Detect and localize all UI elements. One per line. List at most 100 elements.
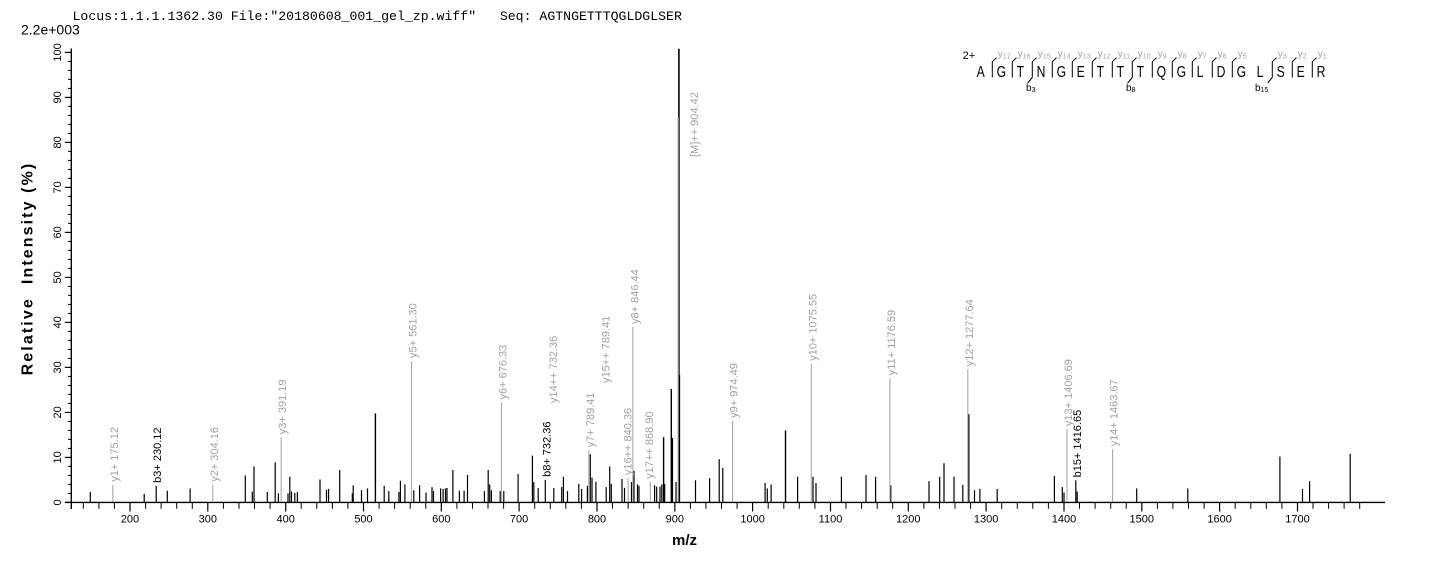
svg-text:E: E [1297, 64, 1305, 82]
svg-text:y10+ 1075.55: y10+ 1075.55 [807, 294, 819, 361]
svg-text:y12+ 1277.64: y12+ 1277.64 [964, 299, 976, 366]
svg-text:b: b [1255, 83, 1261, 94]
svg-text:6: 6 [1223, 54, 1227, 61]
svg-text:1100: 1100 [819, 514, 843, 526]
svg-text:Relative Intensity (%): Relative Intensity (%) [20, 162, 37, 376]
svg-text:y6+ 676.33: y6+ 676.33 [498, 345, 510, 400]
svg-text:b15+ 1416.65: b15+ 1416.65 [1072, 410, 1084, 478]
svg-text:y: y [1078, 49, 1083, 60]
svg-text:2.2e+003: 2.2e+003 [21, 22, 80, 38]
svg-text:900: 900 [666, 514, 684, 526]
svg-text:13: 13 [1083, 54, 1091, 61]
svg-text:G: G [997, 64, 1006, 82]
svg-text:y: y [1278, 49, 1283, 60]
svg-text:3: 3 [1283, 54, 1287, 61]
svg-text:1300: 1300 [974, 514, 998, 526]
svg-text:y: y [1038, 49, 1043, 60]
svg-text:D: D [1217, 64, 1226, 82]
svg-text:400: 400 [277, 514, 295, 526]
svg-text:T: T [1017, 64, 1025, 82]
svg-text:T: T [1117, 64, 1125, 82]
svg-text:y: y [1058, 49, 1063, 60]
svg-text:G: G [1057, 64, 1066, 82]
svg-text:y: y [1118, 49, 1123, 60]
svg-text:10: 10 [1143, 54, 1151, 61]
svg-text:300: 300 [199, 514, 217, 526]
svg-text:R: R [1317, 64, 1326, 82]
svg-text:1000: 1000 [740, 514, 764, 526]
svg-text:y14+ 1463.67: y14+ 1463.67 [1109, 379, 1121, 446]
svg-text:Locus:1.1.1.1362.30 File:"2018: Locus:1.1.1.1362.30 File:"20180608_001_g… [73, 9, 682, 24]
svg-text:y: y [1238, 49, 1243, 60]
svg-text:y9+ 974.49: y9+ 974.49 [729, 363, 741, 418]
svg-text:y: y [998, 49, 1003, 60]
svg-text:7: 7 [1203, 54, 1207, 61]
svg-text:y1+ 175.12: y1+ 175.12 [109, 427, 121, 482]
svg-text:y7+ 789.41: y7+ 789.41 [585, 392, 597, 447]
svg-text:17: 17 [1003, 54, 1011, 61]
svg-text:800: 800 [588, 514, 606, 526]
svg-text:E: E [1077, 64, 1085, 82]
svg-text:y: y [1158, 49, 1163, 60]
svg-text:11: 11 [1123, 54, 1130, 61]
svg-text:G: G [1177, 64, 1186, 82]
svg-text:1500: 1500 [1130, 514, 1154, 526]
svg-text:9: 9 [1163, 54, 1167, 61]
svg-text:y: y [1178, 49, 1183, 60]
svg-text:A: A [977, 64, 986, 82]
svg-text:b: b [1026, 83, 1032, 94]
svg-text:50: 50 [52, 271, 64, 283]
svg-text:16: 16 [1023, 54, 1031, 61]
svg-text:y: y [1018, 49, 1023, 60]
svg-text:y17++ 868.90: y17++ 868.90 [644, 411, 656, 478]
svg-text:y8+ 846.44: y8+ 846.44 [629, 269, 641, 324]
svg-text:T: T [1137, 64, 1145, 82]
svg-text:200: 200 [121, 514, 139, 526]
svg-text:15: 15 [1261, 87, 1269, 94]
svg-text:2+: 2+ [963, 50, 976, 62]
svg-text:80: 80 [52, 136, 64, 148]
svg-text:b3+ 230.12: b3+ 230.12 [152, 427, 164, 482]
svg-text:15: 15 [1043, 54, 1051, 61]
svg-text:y13+ 1406.69: y13+ 1406.69 [1063, 359, 1075, 426]
svg-text:1: 1 [1323, 54, 1327, 61]
svg-text:1400: 1400 [1052, 514, 1076, 526]
svg-text:b: b [1126, 83, 1132, 94]
svg-text:T: T [1097, 64, 1105, 82]
svg-text:8: 8 [1183, 54, 1187, 61]
svg-text:70: 70 [52, 181, 64, 193]
svg-text:y11+ 1176.59: y11+ 1176.59 [886, 310, 898, 375]
svg-text:L: L [1257, 64, 1264, 82]
svg-text:8: 8 [1132, 87, 1136, 94]
svg-text:3: 3 [1032, 87, 1036, 94]
svg-text:1600: 1600 [1207, 514, 1231, 526]
svg-text:y: y [1138, 49, 1143, 60]
svg-text:14: 14 [1063, 54, 1071, 61]
svg-text:5: 5 [1243, 54, 1247, 61]
svg-text:1700: 1700 [1285, 514, 1309, 526]
svg-text:N: N [1037, 64, 1046, 82]
svg-text:30: 30 [52, 361, 64, 373]
svg-text:20: 20 [52, 406, 64, 418]
svg-text:60: 60 [52, 226, 64, 238]
svg-text:700: 700 [510, 514, 528, 526]
svg-text:L: L [1197, 64, 1204, 82]
svg-text:y: y [1318, 49, 1323, 60]
svg-text:y15++ 789.41: y15++ 789.41 [601, 316, 613, 383]
svg-text:100: 100 [52, 43, 64, 61]
svg-text:90: 90 [52, 91, 64, 103]
svg-text:y16++ 840.36: y16++ 840.36 [623, 408, 635, 475]
svg-text:y: y [1218, 49, 1223, 60]
svg-text:y: y [1298, 49, 1303, 60]
svg-text:m/z: m/z [672, 532, 697, 549]
svg-text:500: 500 [354, 514, 372, 526]
svg-text:[M]++ 904.42: [M]++ 904.42 [689, 92, 701, 157]
svg-text:y: y [1198, 49, 1203, 60]
svg-text:600: 600 [432, 514, 450, 526]
svg-text:y3+ 391.19: y3+ 391.19 [277, 379, 289, 434]
svg-text:G: G [1237, 64, 1246, 82]
svg-text:Q: Q [1157, 64, 1166, 82]
svg-text:0: 0 [52, 499, 64, 505]
svg-text:40: 40 [52, 316, 64, 328]
svg-text:y2+ 304.16: y2+ 304.16 [209, 427, 221, 482]
